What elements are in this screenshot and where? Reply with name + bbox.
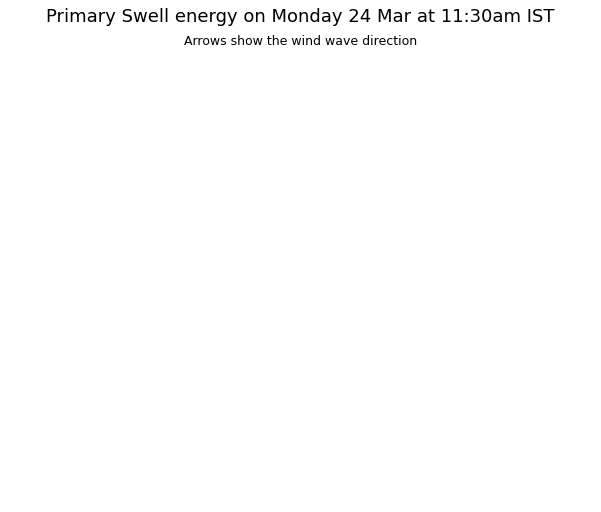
Text: Primary Swell energy on Monday 24 Mar at 11:30am IST: Primary Swell energy on Monday 24 Mar at… (46, 8, 555, 26)
Text: Arrows show the wind wave direction: Arrows show the wind wave direction (184, 35, 417, 49)
Text: No module named 'cartopy': No module named 'cartopy' (233, 278, 368, 288)
